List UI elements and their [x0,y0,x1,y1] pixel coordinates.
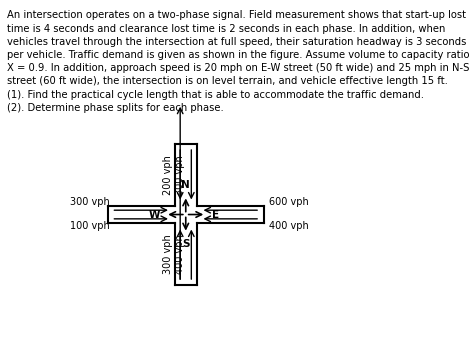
Text: 300 vph: 300 vph [174,155,185,194]
Text: 300 vph: 300 vph [163,235,173,274]
Text: N: N [182,180,190,190]
Text: E: E [212,210,219,219]
Text: S: S [182,239,190,249]
Text: 600 vph: 600 vph [269,197,309,207]
Text: 100 vph: 100 vph [70,221,109,230]
Text: 300 vph: 300 vph [70,197,109,207]
Text: 400 vph: 400 vph [174,235,185,274]
Text: An intersection operates on a two-phase signal. Field measurement shows that sta: An intersection operates on a two-phase … [8,10,470,113]
Text: W: W [148,210,160,219]
Text: 400 vph: 400 vph [269,221,309,230]
Text: 200 vph: 200 vph [163,155,173,195]
